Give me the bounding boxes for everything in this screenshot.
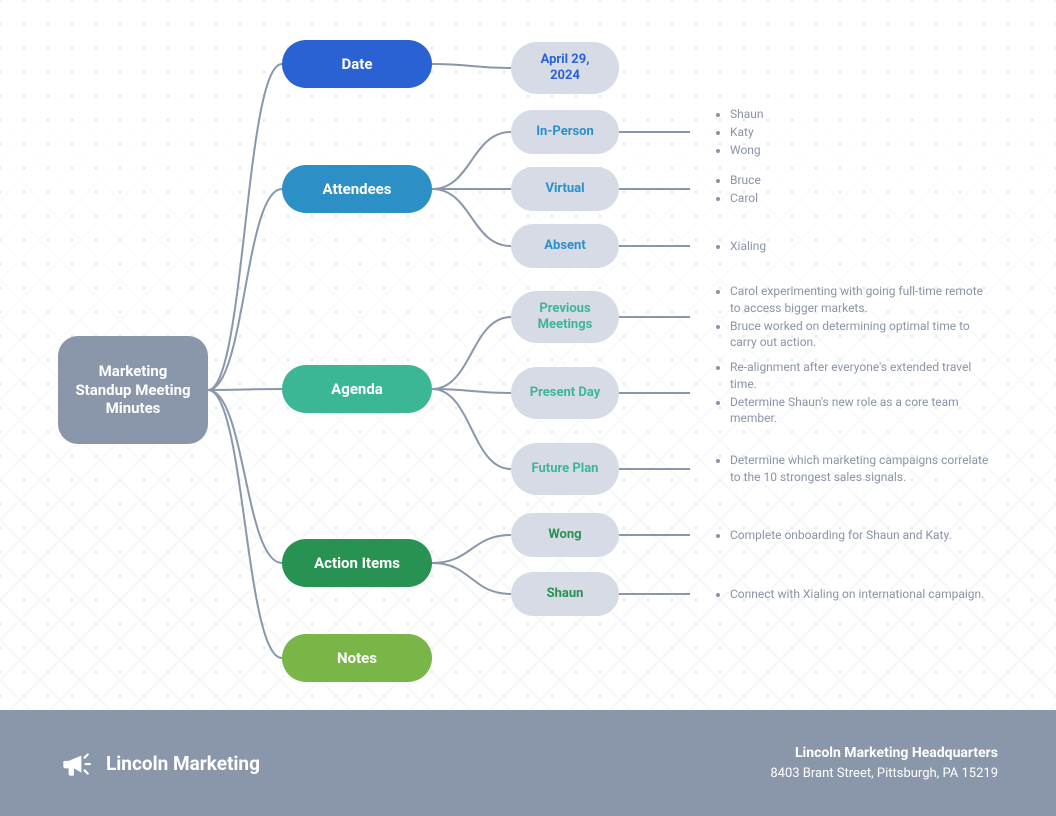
bullet-item: Complete onboarding for Shaun and Katy. xyxy=(730,527,992,544)
megaphone-icon xyxy=(58,746,92,780)
bullets-5: Re-alignment after everyone's extended t… xyxy=(712,358,992,428)
bullet-item: Xialing xyxy=(730,238,992,255)
l1-notes: Notes xyxy=(282,634,432,682)
root-node: Marketing Standup Meeting Minutes xyxy=(58,336,208,444)
l1-agenda: Agenda xyxy=(282,365,432,413)
bullet-item: Determine Shaun's new role as a core tea… xyxy=(730,394,992,428)
l2-2: Virtual xyxy=(511,167,619,211)
footer-address: 8403 Brant Street, Pittsburgh, PA 15219 xyxy=(770,764,998,784)
l1-action: Action Items xyxy=(282,539,432,587)
bullet-item: Wong xyxy=(730,142,992,159)
footer-left: Lincoln Marketing xyxy=(58,746,260,780)
bullets-4: Carol experimenting with going full-time… xyxy=(712,282,992,352)
l2-8: Shaun xyxy=(511,572,619,616)
l2-7: Wong xyxy=(511,513,619,557)
bullet-item: Shaun xyxy=(730,106,992,123)
l2-6: Future Plan xyxy=(511,443,619,495)
l2-5: Present Day xyxy=(511,367,619,419)
mindmap-canvas: Marketing Standup Meeting Minutes Date Att… xyxy=(0,0,1056,816)
l1-date: Date xyxy=(282,40,432,88)
l2-1: In-Person xyxy=(511,110,619,154)
bullet-item: Bruce xyxy=(730,172,992,189)
bullet-item: Re-alignment after everyone's extended t… xyxy=(730,359,992,393)
bullets-8: Connect with Xialing on international ca… xyxy=(712,585,992,604)
bullet-item: Katy xyxy=(730,124,992,141)
footer: Lincoln Marketing Lincoln Marketing Head… xyxy=(0,710,1056,816)
bullet-item: Determine which marketing campaigns corr… xyxy=(730,452,992,486)
bullets-3: Xialing xyxy=(712,237,992,256)
footer-company-name: Lincoln Marketing xyxy=(106,752,260,775)
bullet-item: Connect with Xialing on international ca… xyxy=(730,586,992,603)
bullets-6: Determine which marketing campaigns corr… xyxy=(712,451,992,487)
l2-0: April 29, 2024 xyxy=(511,42,619,94)
l2-3: Absent xyxy=(511,224,619,268)
bullet-item: Bruce worked on determining optimal time… xyxy=(730,318,992,352)
l2-4: Previous Meetings xyxy=(511,291,619,343)
bullets-2: BruceCarol xyxy=(712,171,992,208)
bullet-item: Carol experimenting with going full-time… xyxy=(730,283,992,317)
bullets-7: Complete onboarding for Shaun and Katy. xyxy=(712,526,992,545)
bullets-1: ShaunKatyWong xyxy=(712,105,992,159)
l1-attend: Attendees xyxy=(282,165,432,213)
footer-hq: Lincoln Marketing Headquarters xyxy=(770,743,998,764)
footer-right: Lincoln Marketing Headquarters 8403 Bran… xyxy=(770,743,998,784)
bullet-item: Carol xyxy=(730,190,992,207)
